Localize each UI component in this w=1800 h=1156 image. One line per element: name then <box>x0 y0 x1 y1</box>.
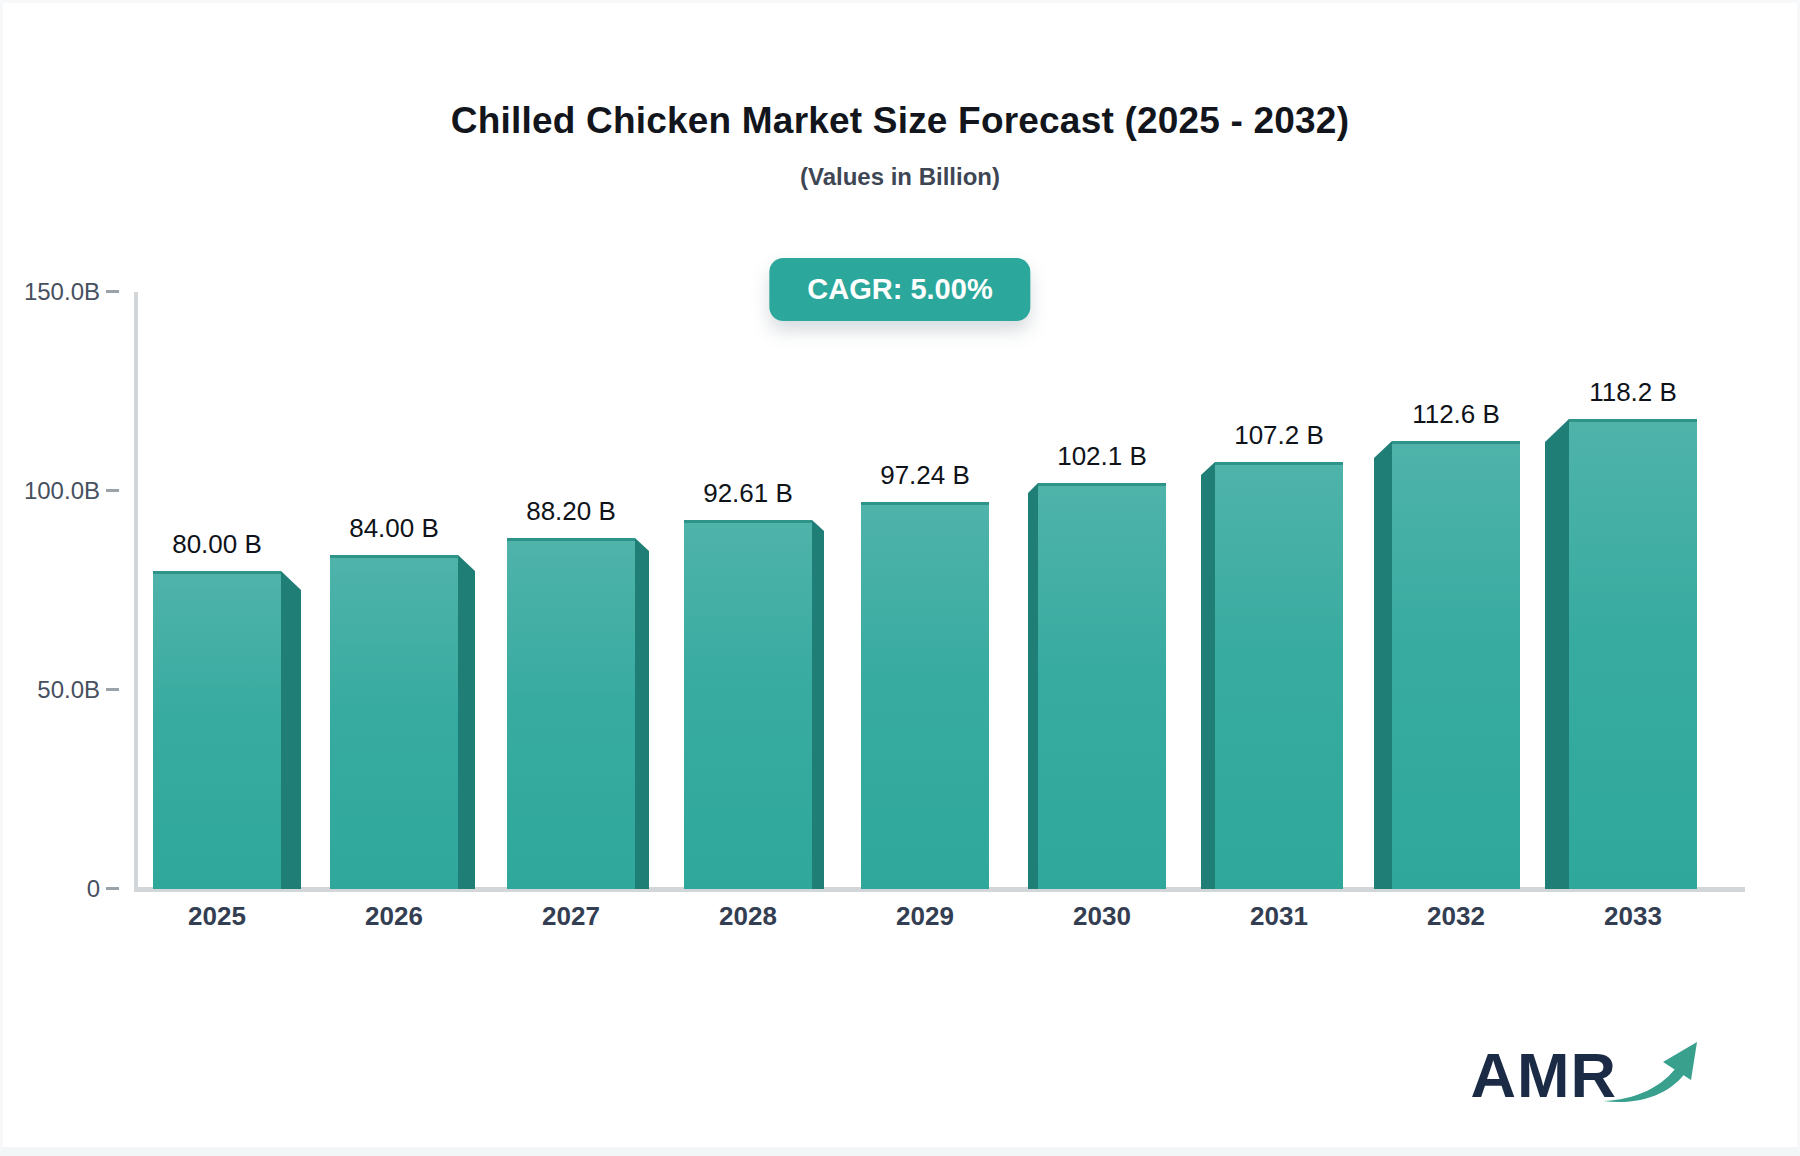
x-tick-label: 2032 <box>1366 901 1546 932</box>
amr-logo-text: AMR <box>1471 1044 1617 1107</box>
amr-logo: AMR <box>1471 1035 1697 1107</box>
chart-card: Chilled Chicken Market Size Forecast (20… <box>0 0 1800 1156</box>
bar-value-label: 97.24 B <box>835 460 1015 491</box>
bar-side <box>458 555 475 889</box>
x-tick-label: 2028 <box>658 901 838 932</box>
bar-2028 <box>684 520 812 889</box>
bar-value-label: 92.61 B <box>658 478 838 509</box>
plot-area: 0 50.0B 100.0B 150.0B 80.00 B 2025 84.00 B 2026… <box>3 3 1797 1147</box>
y-tick-dash <box>106 688 119 691</box>
y-tick-dash <box>106 489 119 492</box>
x-tick-label: 2027 <box>481 901 661 932</box>
x-tick-label: 2033 <box>1543 901 1723 932</box>
bar-2027 <box>507 538 635 889</box>
bar-2030 <box>1038 483 1166 889</box>
y-tick-label: 100.0B <box>3 476 100 506</box>
bar-2033 <box>1569 419 1697 889</box>
bar-2032 <box>1392 441 1520 889</box>
bar-value-label: 102.1 B <box>1012 441 1192 472</box>
bar-side <box>1201 462 1215 889</box>
bar-2031 <box>1215 462 1343 889</box>
y-tick-label: 50.0B <box>3 675 100 705</box>
bar-2029 <box>861 502 989 889</box>
bar-2025 <box>153 571 281 889</box>
bar-value-label: 112.6 B <box>1366 399 1546 430</box>
bar-value-label: 80.00 B <box>127 529 307 560</box>
x-tick-label: 2029 <box>835 901 1015 932</box>
x-tick-label: 2031 <box>1189 901 1369 932</box>
y-tick-label: 150.0B <box>3 277 100 307</box>
x-tick-label: 2026 <box>304 901 484 932</box>
bar-value-label: 107.2 B <box>1189 420 1369 451</box>
growth-arrow-icon <box>1601 1035 1697 1107</box>
bar-side <box>812 520 824 889</box>
bar-side <box>1545 419 1569 889</box>
y-tick-dash <box>106 290 119 293</box>
y-tick-dash <box>106 887 119 890</box>
bar-side <box>635 538 649 889</box>
bar-value-label: 88.20 B <box>481 496 661 527</box>
bar-side <box>1028 483 1038 889</box>
bar-value-label: 118.2 B <box>1543 377 1723 408</box>
bar-2026 <box>330 555 458 889</box>
bar-side <box>281 571 301 889</box>
x-tick-label: 2030 <box>1012 901 1192 932</box>
bar-value-label: 84.00 B <box>304 513 484 544</box>
y-tick-label: 0 <box>3 874 100 904</box>
x-tick-label: 2025 <box>127 901 307 932</box>
bar-side <box>1374 441 1392 889</box>
y-axis-line <box>134 292 138 889</box>
